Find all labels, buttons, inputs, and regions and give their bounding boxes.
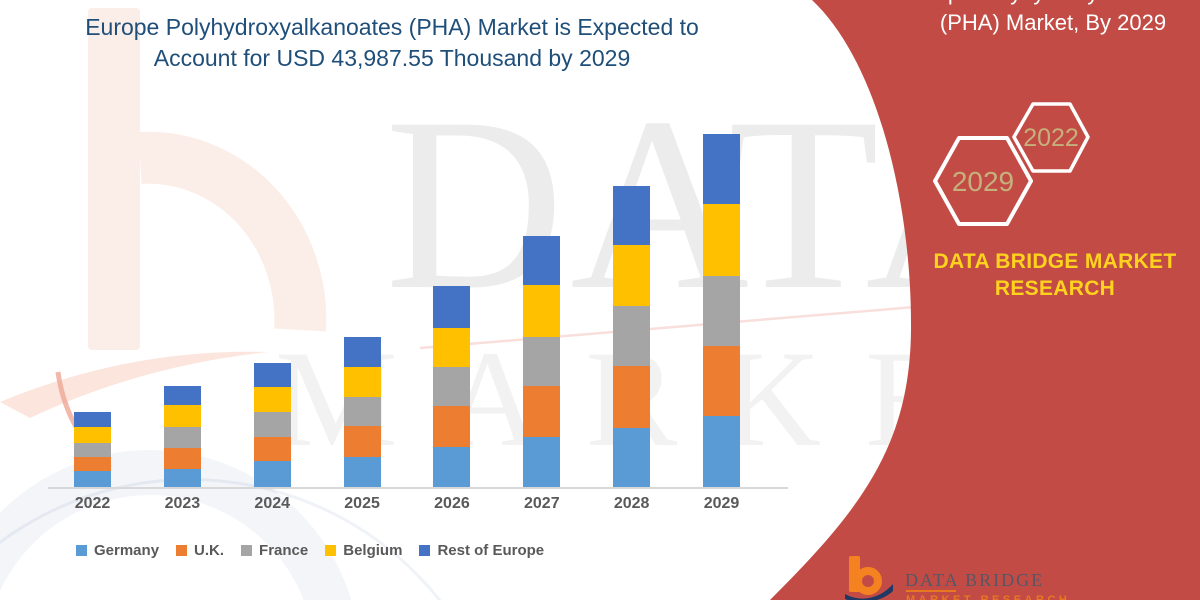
bar-segment-2028-belgium xyxy=(613,245,651,307)
bar-segment-2027-france xyxy=(523,337,561,387)
bar-segment-2029-france xyxy=(703,276,741,347)
bar-segment-2023-u-k- xyxy=(163,447,201,469)
bar-segment-2022-france xyxy=(74,442,111,457)
bar-segment-2028-rest-of-europe xyxy=(613,186,651,246)
bar-segment-2026-france xyxy=(433,366,471,407)
bar-segment-2023-belgium xyxy=(163,404,201,427)
bar-segment-2024-france xyxy=(253,412,291,437)
bar-segment-2022-u-k- xyxy=(74,456,111,472)
x-axis-label-2029: 2029 xyxy=(703,495,740,512)
bar-segment-2026-u-k- xyxy=(433,406,471,447)
page-title-line2: Account for USD 43,987.55 Thousand by 20… xyxy=(153,45,631,71)
bar-segment-2022-germany xyxy=(74,471,111,487)
bar-segment-2027-u-k- xyxy=(523,386,561,437)
legend-item-france: France xyxy=(241,542,308,559)
legend-label: Rest of Europe xyxy=(437,542,545,559)
bar-segment-2028-germany xyxy=(613,427,651,487)
chart-legend: Germany U.K. France Belgium Rest of Europe xyxy=(76,542,544,559)
bar-segment-2025-france xyxy=(343,396,381,427)
x-axis-label-2028: 2028 xyxy=(613,495,650,512)
legend-item-u-k-: U.K. xyxy=(176,542,224,559)
bar-segment-2023-germany xyxy=(163,468,201,487)
bar-segment-2025-u-k- xyxy=(343,426,381,458)
bar-segment-2027-germany xyxy=(523,437,561,487)
bar-segment-2024-belgium xyxy=(253,387,291,413)
x-axis-label-2022: 2022 xyxy=(74,495,111,512)
legend-label: France xyxy=(259,542,309,559)
legend-label: Belgium xyxy=(343,542,403,559)
page-title: Europe Polyhydroxyalkanoates (PHA) Marke… xyxy=(62,12,722,74)
legend-swatch-icon xyxy=(241,545,253,556)
legend-swatch-icon xyxy=(176,545,188,556)
bar-segment-2029-rest-of-europe xyxy=(703,134,741,205)
x-axis-label-2024: 2024 xyxy=(254,495,291,512)
bar-segment-2029-u-k- xyxy=(703,346,741,417)
bar-segment-2026-germany xyxy=(433,446,471,487)
bar-segment-2029-germany xyxy=(703,416,741,487)
legend-swatch-icon xyxy=(325,545,337,556)
bar-segment-2024-germany xyxy=(253,461,291,487)
bar-segment-2024-u-k- xyxy=(253,437,291,462)
legend-label: U.K. xyxy=(194,542,225,559)
bar-segment-2026-rest-of-europe xyxy=(433,286,471,328)
x-axis-label-2023: 2023 xyxy=(164,495,201,512)
bar-segment-2026-belgium xyxy=(433,327,471,367)
bar-segment-2024-rest-of-europe xyxy=(253,363,291,388)
bar-segment-2023-france xyxy=(163,426,201,448)
bar-segment-2025-rest-of-europe xyxy=(343,336,381,367)
bar-segment-2028-u-k- xyxy=(613,365,651,428)
legend-label: Germany xyxy=(94,542,160,559)
x-axis-line xyxy=(48,487,788,489)
bar-segment-2029-belgium xyxy=(703,204,741,277)
bar-segment-2022-rest-of-europe xyxy=(74,412,111,428)
bar-segment-2028-france xyxy=(613,306,651,366)
page-title-line1: Europe Polyhydroxyalkanoates (PHA) Marke… xyxy=(85,14,699,40)
bar-segment-2022-belgium xyxy=(74,427,111,443)
legend-swatch-icon xyxy=(76,545,87,556)
bar-segment-2027-rest-of-europe xyxy=(523,236,561,286)
bar-segment-2025-belgium xyxy=(343,366,381,397)
legend-swatch-icon xyxy=(419,545,431,556)
bar-segment-2027-belgium xyxy=(523,285,561,338)
bar-segment-2025-germany xyxy=(343,457,381,487)
x-axis-label-2027: 2027 xyxy=(524,495,560,512)
x-axis-label-2026: 2026 xyxy=(434,495,470,512)
legend-item-belgium: Belgium xyxy=(325,542,402,559)
x-axis-label-2025: 2025 xyxy=(344,495,380,512)
legend-item-germany: Germany xyxy=(76,542,159,559)
bar-segment-2023-rest-of-europe xyxy=(163,385,201,405)
legend-item-rest-of-europe: Rest of Europe xyxy=(419,542,544,559)
